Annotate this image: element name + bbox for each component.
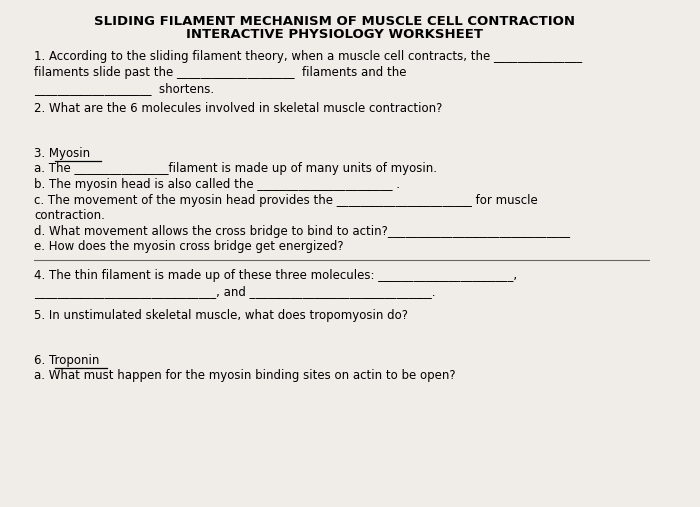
Text: c. The movement of the myosin head provides the _______________________ for musc: c. The movement of the myosin head provi…	[34, 194, 538, 207]
Text: 1. According to the sliding filament theory, when a muscle cell contracts, the _: 1. According to the sliding filament the…	[34, 50, 582, 63]
Text: _______________________________, and _______________________________.: _______________________________, and ___…	[34, 285, 443, 298]
Text: 4. The thin filament is made up of these three molecules: ______________________: 4. The thin filament is made up of these…	[34, 269, 517, 282]
Text: e. How does the myosin cross bridge get energized?: e. How does the myosin cross bridge get …	[34, 240, 344, 253]
Text: 2. What are the 6 molecules involved in skeletal muscle contraction?: 2. What are the 6 molecules involved in …	[34, 102, 442, 116]
Text: contraction.: contraction.	[34, 209, 105, 222]
Text: 6. Troponin: 6. Troponin	[34, 354, 99, 367]
Text: a. The ________________filament is made up of many units of myosin.: a. The ________________filament is made …	[34, 162, 437, 175]
Text: b. The myosin head is also called the _______________________ .: b. The myosin head is also called the __…	[34, 178, 400, 191]
Text: SLIDING FILAMENT MECHANISM OF MUSCLE CELL CONTRACTION: SLIDING FILAMENT MECHANISM OF MUSCLE CEL…	[94, 15, 575, 28]
Text: d. What movement allows the cross bridge to bind to actin?______________________: d. What movement allows the cross bridge…	[34, 225, 570, 238]
Text: a. What must happen for the myosin binding sites on actin to be open?: a. What must happen for the myosin bindi…	[34, 369, 456, 382]
Text: 3. Myosin: 3. Myosin	[34, 147, 90, 160]
Text: filaments slide past the ____________________  filaments and the: filaments slide past the _______________…	[34, 66, 407, 80]
Text: INTERACTIVE PHYSIOLOGY WORKSHEET: INTERACTIVE PHYSIOLOGY WORKSHEET	[186, 27, 484, 41]
Text: ____________________  shortens.: ____________________ shortens.	[34, 82, 214, 95]
Text: 5. In unstimulated skeletal muscle, what does tropomyosin do?: 5. In unstimulated skeletal muscle, what…	[34, 309, 408, 322]
